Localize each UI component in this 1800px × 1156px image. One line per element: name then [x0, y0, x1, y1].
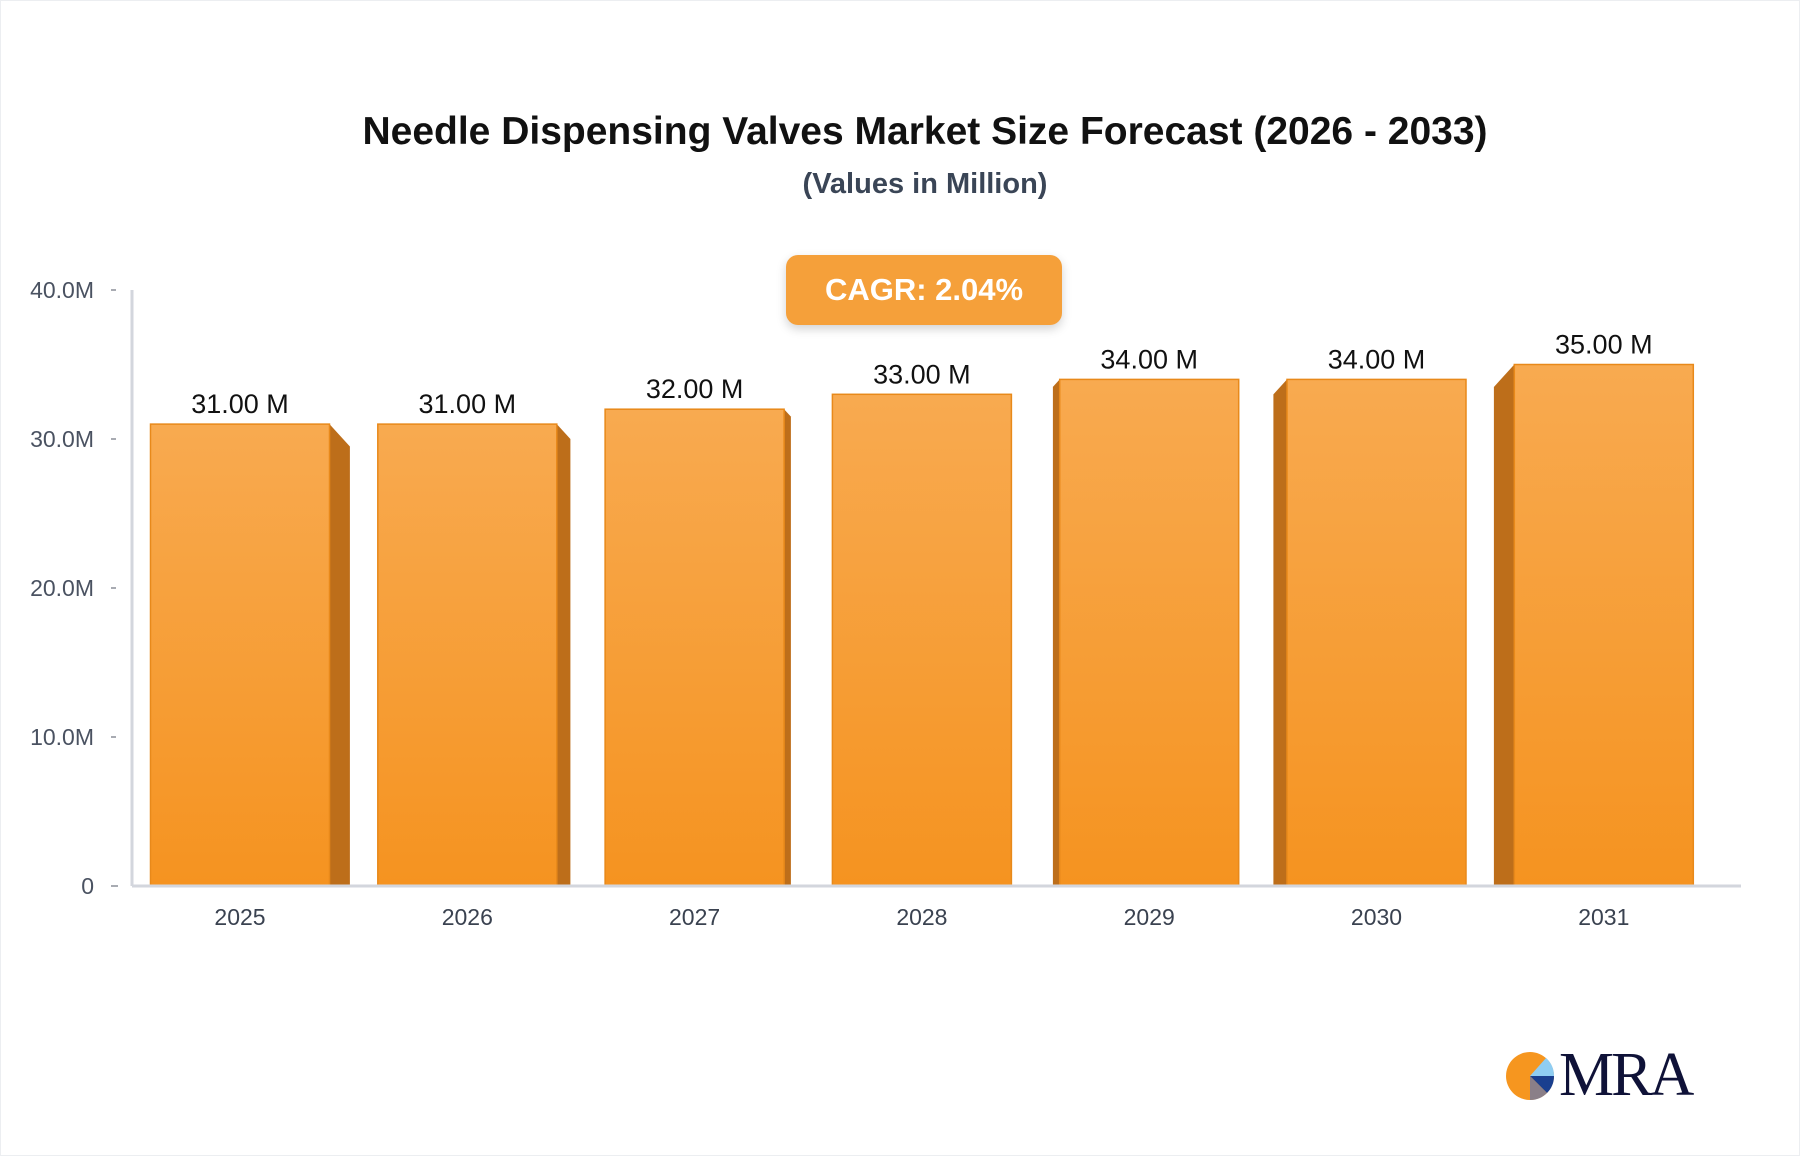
bar — [1513, 363, 1695, 887]
bar — [831, 393, 1013, 887]
bar-side — [1052, 379, 1060, 886]
bar-side — [329, 424, 350, 886]
x-tick-label: 2029 — [1124, 904, 1175, 930]
x-tick-label: 2025 — [214, 904, 265, 930]
bar — [1058, 378, 1240, 887]
bar-side — [784, 409, 791, 886]
data-label: 33.00 M — [873, 359, 971, 389]
data-label: 35.00 M — [1555, 330, 1653, 360]
x-tick-label: 2030 — [1351, 904, 1402, 930]
logo-text: MRA — [1559, 1041, 1694, 1109]
bar — [377, 423, 558, 887]
bar-side — [1493, 364, 1515, 886]
y-tick-label: 10.0M — [30, 724, 94, 750]
bar-side — [556, 424, 571, 886]
data-label: 34.00 M — [1100, 344, 1198, 374]
chart-subtitle: (Values in Million) — [802, 168, 1048, 200]
bar — [604, 408, 785, 887]
mra-logo: MRA — [1505, 1040, 1694, 1111]
y-tick-label: 40.0M — [30, 277, 94, 303]
x-tick-label: 2031 — [1578, 904, 1629, 930]
bar — [1286, 378, 1467, 887]
y-tick-label: 30.0M — [30, 426, 94, 452]
pie-logo-icon — [1506, 1051, 1555, 1100]
x-tick-label: 2028 — [896, 904, 947, 930]
chart-title: Needle Dispensing Valves Market Size For… — [362, 110, 1488, 153]
x-tick-label: 2027 — [669, 904, 720, 930]
x-tick-label: 2026 — [442, 904, 493, 930]
cagr-badge: CAGR: 2.04% — [786, 255, 1062, 325]
data-label: 32.00 M — [646, 374, 744, 404]
bar — [149, 423, 331, 887]
data-label: 31.00 M — [419, 389, 517, 419]
data-label: 34.00 M — [1328, 344, 1426, 374]
y-tick-label: 0 — [81, 873, 94, 899]
y-tick-label: 20.0M — [30, 575, 94, 601]
data-label: 31.00 M — [191, 389, 289, 419]
bar-side — [1273, 379, 1287, 886]
